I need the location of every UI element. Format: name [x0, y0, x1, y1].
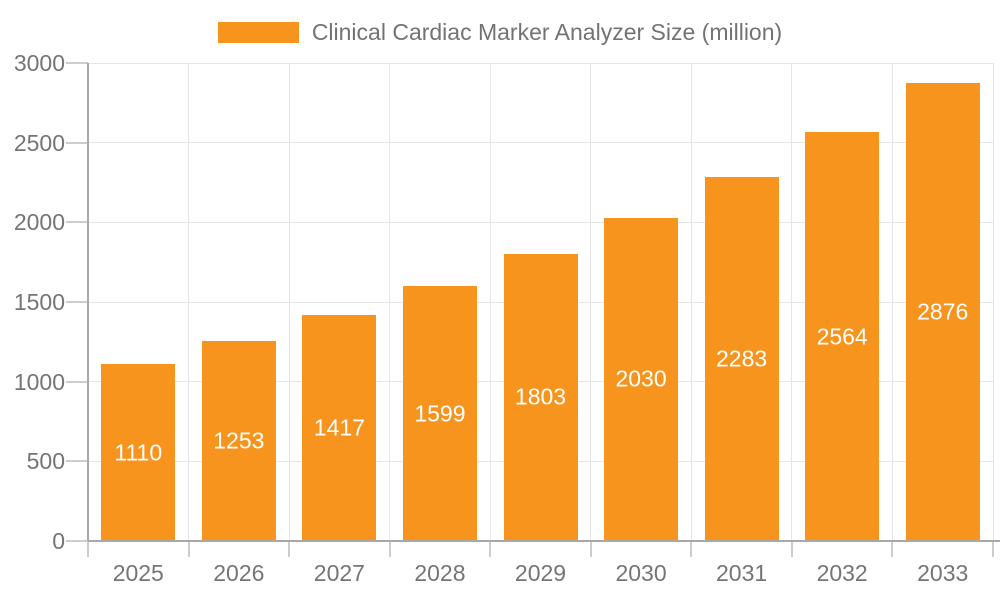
- x-axis-line: [88, 540, 1000, 542]
- x-tick-mark: [589, 541, 592, 557]
- y-tick-mark: [66, 540, 88, 542]
- bar-value-label: 2283: [716, 345, 768, 372]
- y-tick-label-1000: 1000: [13, 368, 65, 395]
- bar-2033[interactable]: 2876: [905, 82, 980, 541]
- gridline-horizontal: [88, 142, 993, 144]
- gridline-vertical: [389, 63, 391, 541]
- y-tick-mark: [66, 301, 88, 303]
- x-tick-label-2026: 2026: [213, 560, 265, 586]
- gridline-vertical: [791, 63, 793, 541]
- bar-2028[interactable]: 1599: [402, 286, 477, 541]
- y-tick-mark: [66, 141, 88, 144]
- x-tick-mark: [388, 541, 391, 557]
- gridline-vertical: [489, 63, 491, 541]
- x-tick-label-2031: 2031: [716, 560, 768, 586]
- y-tick-mark: [66, 221, 88, 224]
- gridline-vertical: [288, 63, 290, 541]
- y-tick-label-2000: 2000: [13, 209, 65, 236]
- y-tick-mark: [66, 460, 88, 463]
- gridline-vertical: [891, 63, 893, 541]
- bar-value-label: 2030: [615, 365, 667, 392]
- bar-2029[interactable]: 1803: [503, 253, 578, 541]
- x-tick-mark: [790, 541, 793, 557]
- legend-label: Clinical Cardiac Marker Analyzer Size (m…: [311, 18, 783, 45]
- bar-value-label: 1253: [213, 427, 265, 454]
- bar-2030[interactable]: 2030: [604, 217, 679, 541]
- gridline-horizontal: [88, 221, 993, 223]
- y-tick-label-0: 0: [52, 528, 65, 554]
- bar-2027[interactable]: 1417: [302, 315, 377, 541]
- x-tick-label-2030: 2030: [615, 560, 667, 586]
- y-tick-label-1500: 1500: [13, 289, 65, 315]
- bar-value-label: 2876: [917, 298, 969, 325]
- x-tick-label-2028: 2028: [414, 560, 466, 586]
- x-tick-label-2032: 2032: [816, 560, 868, 586]
- x-tick-label-2025: 2025: [112, 560, 164, 586]
- x-tick-mark: [891, 541, 894, 557]
- legend-swatch: [217, 21, 299, 43]
- bar-2032[interactable]: 2564: [805, 132, 880, 541]
- y-tick-label-500: 500: [26, 448, 65, 475]
- gridline-vertical: [690, 63, 692, 541]
- y-tick-label-3000: 3000: [13, 50, 65, 76]
- gridline-vertical: [992, 63, 994, 541]
- bar-value-label: 2564: [816, 323, 868, 350]
- bar-2031[interactable]: 2283: [704, 177, 779, 541]
- y-tick-mark: [66, 380, 88, 383]
- x-tick-label-2033: 2033: [917, 560, 969, 586]
- bar-value-label: 1599: [414, 400, 466, 427]
- x-tick-mark: [87, 541, 89, 557]
- x-tick-mark: [489, 541, 492, 557]
- gridline-vertical: [590, 63, 592, 541]
- y-tick-label-2500: 2500: [13, 129, 65, 156]
- x-tick-mark: [690, 541, 693, 557]
- y-axis-line: [87, 63, 89, 541]
- x-tick-mark: [187, 541, 190, 557]
- bar-2026[interactable]: 1253: [201, 341, 276, 541]
- y-tick-mark: [66, 62, 88, 64]
- x-tick-label-2029: 2029: [514, 560, 567, 586]
- bar-value-label: 1110: [114, 439, 163, 466]
- gridline-horizontal: [88, 62, 993, 64]
- x-tick-mark: [288, 541, 291, 557]
- x-tick-mark: [992, 541, 994, 557]
- gridline-vertical: [188, 63, 190, 541]
- legend-item[interactable]: Clinical Cardiac Marker Analyzer Size (m…: [0, 19, 1000, 45]
- bar-value-label: 1803: [514, 383, 567, 410]
- bar-value-label: 1417: [313, 414, 365, 441]
- x-tick-label-2027: 2027: [313, 560, 365, 586]
- bar-2025[interactable]: 1110: [101, 364, 176, 541]
